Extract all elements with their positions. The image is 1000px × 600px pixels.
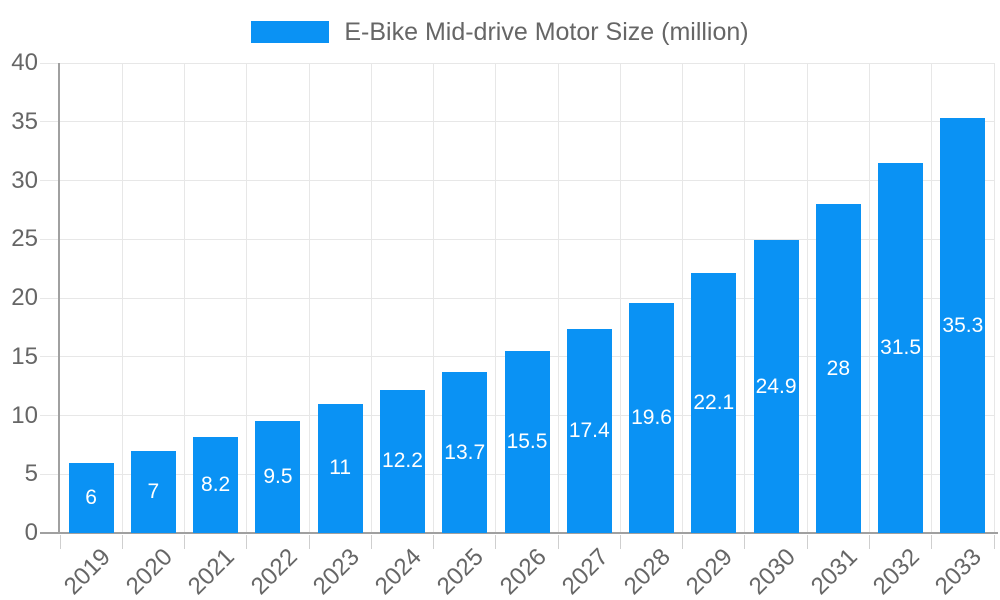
gridline-horizontal xyxy=(40,180,994,181)
bar[interactable] xyxy=(317,403,363,533)
gridline-vertical xyxy=(993,63,995,533)
bar-value-label: 22.1 xyxy=(693,391,735,415)
x-axis-tick xyxy=(433,535,435,549)
bar-value-label: 7 xyxy=(147,479,160,503)
y-axis-tick-label: 40 xyxy=(11,49,38,76)
bar-value-label: 19.6 xyxy=(631,405,672,429)
y-axis-tick-label: 20 xyxy=(11,284,38,311)
x-axis-tick xyxy=(184,535,186,549)
gridline-horizontal xyxy=(40,121,994,123)
x-axis-tick-label: 2027 xyxy=(556,543,614,600)
x-axis-tick xyxy=(59,535,61,549)
gridline-horizontal xyxy=(40,297,994,299)
x-axis-tick-label: 2032 xyxy=(868,543,925,600)
y-axis-tick-label: 5 xyxy=(24,460,38,488)
x-axis-tick xyxy=(308,535,310,549)
x-axis-tick xyxy=(246,535,248,549)
bar-value-label: 6 xyxy=(85,485,97,509)
gridline-vertical xyxy=(184,63,186,533)
bar[interactable] xyxy=(193,436,239,533)
x-axis-tick-label: 2033 xyxy=(930,543,988,600)
x-axis-line xyxy=(40,532,998,534)
y-axis-tick-label: 35 xyxy=(11,107,38,135)
y-axis-tick-label: 15 xyxy=(11,342,38,370)
x-axis-tick-label: 2019 xyxy=(58,543,116,600)
bar[interactable] xyxy=(566,328,612,533)
x-axis-tick-label: 2022 xyxy=(245,543,303,600)
x-axis-tick xyxy=(744,535,746,549)
x-axis-tick-label: 2020 xyxy=(120,543,178,600)
x-axis-tick xyxy=(370,535,372,549)
bar[interactable] xyxy=(130,450,176,533)
gridline-vertical xyxy=(121,63,123,533)
x-axis-tick xyxy=(931,535,933,549)
x-axis-tick xyxy=(993,535,995,549)
bar[interactable] xyxy=(379,389,425,533)
gridline-vertical xyxy=(557,63,559,533)
bar[interactable] xyxy=(691,273,737,533)
gridline-vertical xyxy=(806,63,808,533)
bar[interactable] xyxy=(504,350,550,533)
bar[interactable] xyxy=(629,302,675,533)
bar-value-label: 13.7 xyxy=(444,440,486,464)
x-axis-tick xyxy=(868,535,870,549)
bar[interactable] xyxy=(940,118,986,533)
bar[interactable] xyxy=(442,372,488,533)
x-axis-tick xyxy=(121,535,123,549)
bar[interactable] xyxy=(68,462,114,533)
bar[interactable] xyxy=(255,421,301,533)
x-axis-tick xyxy=(495,535,497,549)
bar-value-label: 11 xyxy=(329,456,352,480)
gridline-vertical xyxy=(619,63,621,533)
x-axis-tick-label: 2023 xyxy=(307,543,365,600)
bar-value-label: 9.5 xyxy=(263,465,293,489)
x-axis-tick xyxy=(682,535,684,549)
y-axis-tick-label: 25 xyxy=(11,225,38,253)
y-axis-tick-label: 10 xyxy=(11,401,38,429)
x-axis-tick-label: 2030 xyxy=(743,543,801,600)
bar-value-label: 15.5 xyxy=(506,429,548,453)
y-axis-tick-label: 30 xyxy=(11,166,38,194)
gridline-vertical xyxy=(433,63,435,533)
gridline-vertical xyxy=(744,63,746,533)
x-axis-tick-label: 2028 xyxy=(619,543,676,600)
x-axis-tick-label: 2029 xyxy=(681,543,739,600)
gridline-vertical xyxy=(495,63,497,533)
legend-swatch-icon xyxy=(251,21,330,43)
bar[interactable] xyxy=(815,204,861,533)
bar[interactable] xyxy=(753,240,799,533)
y-axis-line xyxy=(58,63,60,533)
y-axis-tick-label: 0 xyxy=(24,519,38,546)
gridline-horizontal xyxy=(40,238,994,240)
gridline-horizontal xyxy=(40,62,994,64)
bar-value-label: 31.5 xyxy=(880,335,922,359)
bar-value-label: 17.4 xyxy=(568,418,610,442)
bar-value-label: 35.3 xyxy=(942,313,984,337)
gridline-vertical xyxy=(868,63,870,533)
x-axis-tick-label: 2024 xyxy=(370,543,427,600)
bar[interactable] xyxy=(878,162,924,533)
gridline-vertical xyxy=(246,63,248,533)
legend[interactable]: E-Bike Mid-drive Motor Size (million) xyxy=(0,16,1000,48)
legend-label: E-Bike Mid-drive Motor Size (million) xyxy=(344,17,749,46)
x-axis-tick-label: 2021 xyxy=(183,543,241,600)
x-axis-tick xyxy=(806,535,808,549)
bar-value-label: 24.9 xyxy=(755,374,797,398)
x-axis-tick xyxy=(557,535,559,549)
x-axis-tick xyxy=(619,535,621,549)
bar-value-label: 28 xyxy=(826,356,850,380)
bar-value-label: 12.2 xyxy=(382,449,423,473)
x-axis-tick-label: 2025 xyxy=(432,543,490,600)
gridline-vertical xyxy=(308,63,310,533)
gridline-vertical xyxy=(370,63,372,533)
gridline-vertical xyxy=(931,63,933,533)
x-axis-tick-label: 2026 xyxy=(494,543,552,600)
gridline-vertical xyxy=(682,63,684,533)
bar-value-label: 8.2 xyxy=(201,472,231,496)
x-axis-tick-label: 2031 xyxy=(805,543,863,600)
